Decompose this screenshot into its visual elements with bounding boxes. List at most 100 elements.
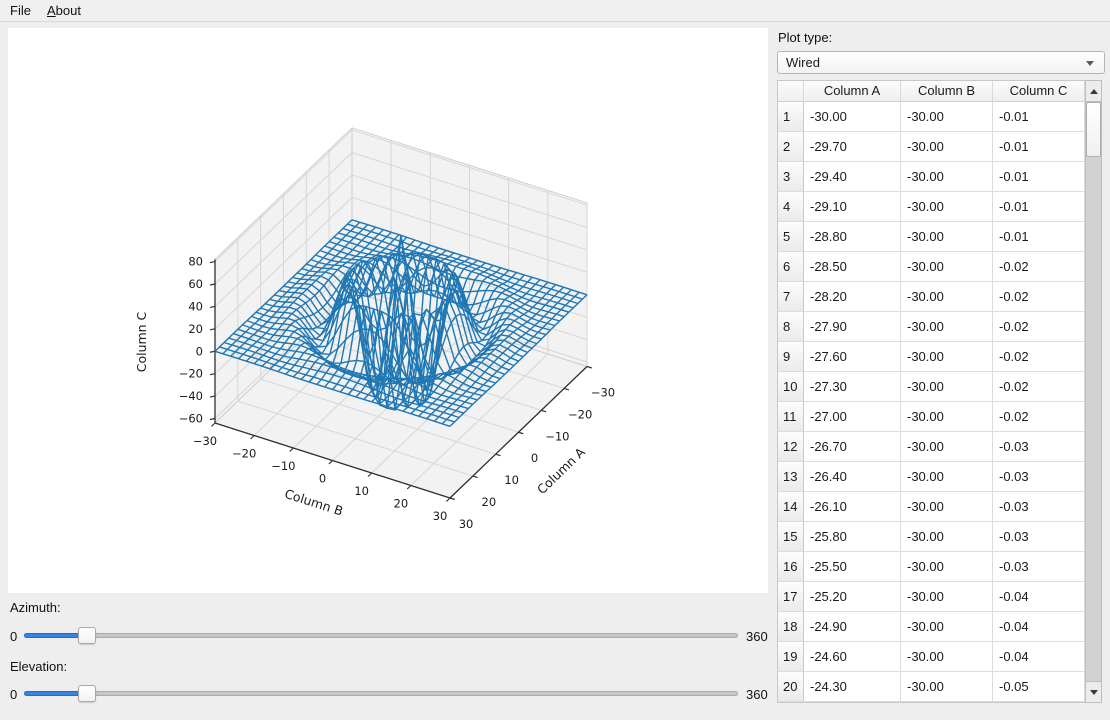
table-cell[interactable]: -27.60 — [804, 342, 901, 372]
table-cell[interactable]: -27.90 — [804, 312, 901, 342]
table-cell[interactable]: -28.20 — [804, 282, 901, 312]
column-header-rownum[interactable] — [778, 81, 804, 102]
table-cell[interactable]: -0.01 — [993, 222, 1085, 252]
row-number-cell[interactable]: 11 — [778, 402, 804, 432]
table-cell[interactable]: -27.00 — [804, 402, 901, 432]
column-header-b[interactable]: Column B — [901, 81, 993, 102]
row-number-cell[interactable]: 8 — [778, 312, 804, 342]
table-cell[interactable]: -30.00 — [901, 522, 993, 552]
elevation-slider-handle[interactable] — [78, 685, 97, 702]
table-cell[interactable]: -30.00 — [901, 402, 993, 432]
table-cell[interactable]: -29.70 — [804, 132, 901, 162]
table-row[interactable]: 17 -25.20 -30.00 -0.04 — [778, 582, 1101, 612]
table-row[interactable]: 2 -29.70 -30.00 -0.01 — [778, 132, 1101, 162]
table-cell[interactable]: -24.60 — [804, 642, 901, 672]
table-cell[interactable]: -25.50 — [804, 552, 901, 582]
table-scrollbar[interactable] — [1085, 80, 1102, 703]
table-cell[interactable]: -30.00 — [901, 252, 993, 282]
plot-3d[interactable]: −30 −20 −10 0 10 20 30 −30 −20 −10 0 10 20 30 −60 −40 −2… — [8, 28, 768, 593]
table-cell[interactable]: -0.03 — [993, 552, 1085, 582]
row-number-cell[interactable]: 19 — [778, 642, 804, 672]
table-row[interactable]: 18 -24.90 -30.00 -0.04 — [778, 612, 1101, 642]
table-cell[interactable]: -0.02 — [993, 312, 1085, 342]
row-number-cell[interactable]: 20 — [778, 672, 804, 702]
elevation-slider-track[interactable] — [24, 691, 738, 696]
table-cell[interactable]: -30.00 — [901, 342, 993, 372]
table-cell[interactable]: -30.00 — [804, 102, 901, 132]
table-cell[interactable]: -30.00 — [901, 432, 993, 462]
table-row[interactable]: 8 -27.90 -30.00 -0.02 — [778, 312, 1101, 342]
table-cell[interactable]: -30.00 — [901, 282, 993, 312]
table-cell[interactable]: -0.01 — [993, 192, 1085, 222]
row-number-cell[interactable]: 14 — [778, 492, 804, 522]
table-cell[interactable]: -0.01 — [993, 132, 1085, 162]
table-cell[interactable]: -26.40 — [804, 462, 901, 492]
table-cell[interactable]: -0.02 — [993, 342, 1085, 372]
table-cell[interactable]: -30.00 — [901, 132, 993, 162]
table-cell[interactable]: -28.80 — [804, 222, 901, 252]
table-cell[interactable]: -29.40 — [804, 162, 901, 192]
table-row[interactable]: 5 -28.80 -30.00 -0.01 — [778, 222, 1101, 252]
table-cell[interactable]: -28.50 — [804, 252, 901, 282]
table-cell[interactable]: -0.01 — [993, 102, 1085, 132]
table-row[interactable]: 15 -25.80 -30.00 -0.03 — [778, 522, 1101, 552]
azimuth-slider-track[interactable] — [24, 633, 738, 638]
plot-type-dropdown[interactable]: Wired — [777, 51, 1105, 74]
table-cell[interactable]: -0.02 — [993, 402, 1085, 432]
table-cell[interactable]: -0.03 — [993, 432, 1085, 462]
table-row[interactable]: 11 -27.00 -30.00 -0.02 — [778, 402, 1101, 432]
table-cell[interactable]: -0.02 — [993, 282, 1085, 312]
row-number-cell[interactable]: 6 — [778, 252, 804, 282]
table-cell[interactable]: -26.70 — [804, 432, 901, 462]
row-number-cell[interactable]: 16 — [778, 552, 804, 582]
table-cell[interactable]: -29.10 — [804, 192, 901, 222]
table-cell[interactable]: -30.00 — [901, 492, 993, 522]
table-row[interactable]: 12 -26.70 -30.00 -0.03 — [778, 432, 1101, 462]
row-number-cell[interactable]: 4 — [778, 192, 804, 222]
table-cell[interactable]: -26.10 — [804, 492, 901, 522]
row-number-cell[interactable]: 18 — [778, 612, 804, 642]
row-number-cell[interactable]: 7 — [778, 282, 804, 312]
table-cell[interactable]: -24.30 — [804, 672, 901, 702]
table-row[interactable]: 9 -27.60 -30.00 -0.02 — [778, 342, 1101, 372]
azimuth-slider-handle[interactable] — [78, 627, 97, 644]
table-row[interactable]: 20 -24.30 -30.00 -0.05 — [778, 672, 1101, 702]
scroll-down-button[interactable] — [1086, 681, 1101, 702]
table-row[interactable]: 3 -29.40 -30.00 -0.01 — [778, 162, 1101, 192]
table-row[interactable]: 6 -28.50 -30.00 -0.02 — [778, 252, 1101, 282]
scroll-up-button[interactable] — [1086, 81, 1101, 102]
table-row[interactable]: 10 -27.30 -30.00 -0.02 — [778, 372, 1101, 402]
column-header-a[interactable]: Column A — [804, 81, 901, 102]
menu-file[interactable]: File — [4, 0, 37, 21]
table-row[interactable]: 7 -28.20 -30.00 -0.02 — [778, 282, 1101, 312]
table-row[interactable]: 13 -26.40 -30.00 -0.03 — [778, 462, 1101, 492]
table-row[interactable]: 14 -26.10 -30.00 -0.03 — [778, 492, 1101, 522]
row-number-cell[interactable]: 10 — [778, 372, 804, 402]
row-number-cell[interactable]: 1 — [778, 102, 804, 132]
table-cell[interactable]: -25.20 — [804, 582, 901, 612]
table-cell[interactable]: -30.00 — [901, 552, 993, 582]
table-cell[interactable]: -27.30 — [804, 372, 901, 402]
table-row[interactable]: 16 -25.50 -30.00 -0.03 — [778, 552, 1101, 582]
table-cell[interactable]: -30.00 — [901, 612, 993, 642]
row-number-cell[interactable]: 12 — [778, 432, 804, 462]
row-number-cell[interactable]: 13 — [778, 462, 804, 492]
figure-canvas[interactable]: −30 −20 −10 0 10 20 30 −30 −20 −10 0 10 20 30 −60 −40 −2… — [8, 28, 768, 593]
table-cell[interactable]: -0.04 — [993, 642, 1085, 672]
row-number-cell[interactable]: 3 — [778, 162, 804, 192]
row-number-cell[interactable]: 15 — [778, 522, 804, 552]
table-row[interactable]: 4 -29.10 -30.00 -0.01 — [778, 192, 1101, 222]
table-cell[interactable]: -30.00 — [901, 102, 993, 132]
table-cell[interactable]: -30.00 — [901, 162, 993, 192]
table-cell[interactable]: -30.00 — [901, 462, 993, 492]
table-cell[interactable]: -0.03 — [993, 522, 1085, 552]
table-cell[interactable]: -0.02 — [993, 372, 1085, 402]
column-header-c[interactable]: Column C — [993, 81, 1085, 102]
table-cell[interactable]: -0.03 — [993, 462, 1085, 492]
table-cell[interactable]: -30.00 — [901, 642, 993, 672]
table-cell[interactable]: -30.00 — [901, 672, 993, 702]
table-row[interactable]: 1 -30.00 -30.00 -0.01 — [778, 102, 1101, 132]
table-cell[interactable]: -30.00 — [901, 222, 993, 252]
table-cell[interactable]: -0.03 — [993, 492, 1085, 522]
table-cell[interactable]: -0.04 — [993, 582, 1085, 612]
